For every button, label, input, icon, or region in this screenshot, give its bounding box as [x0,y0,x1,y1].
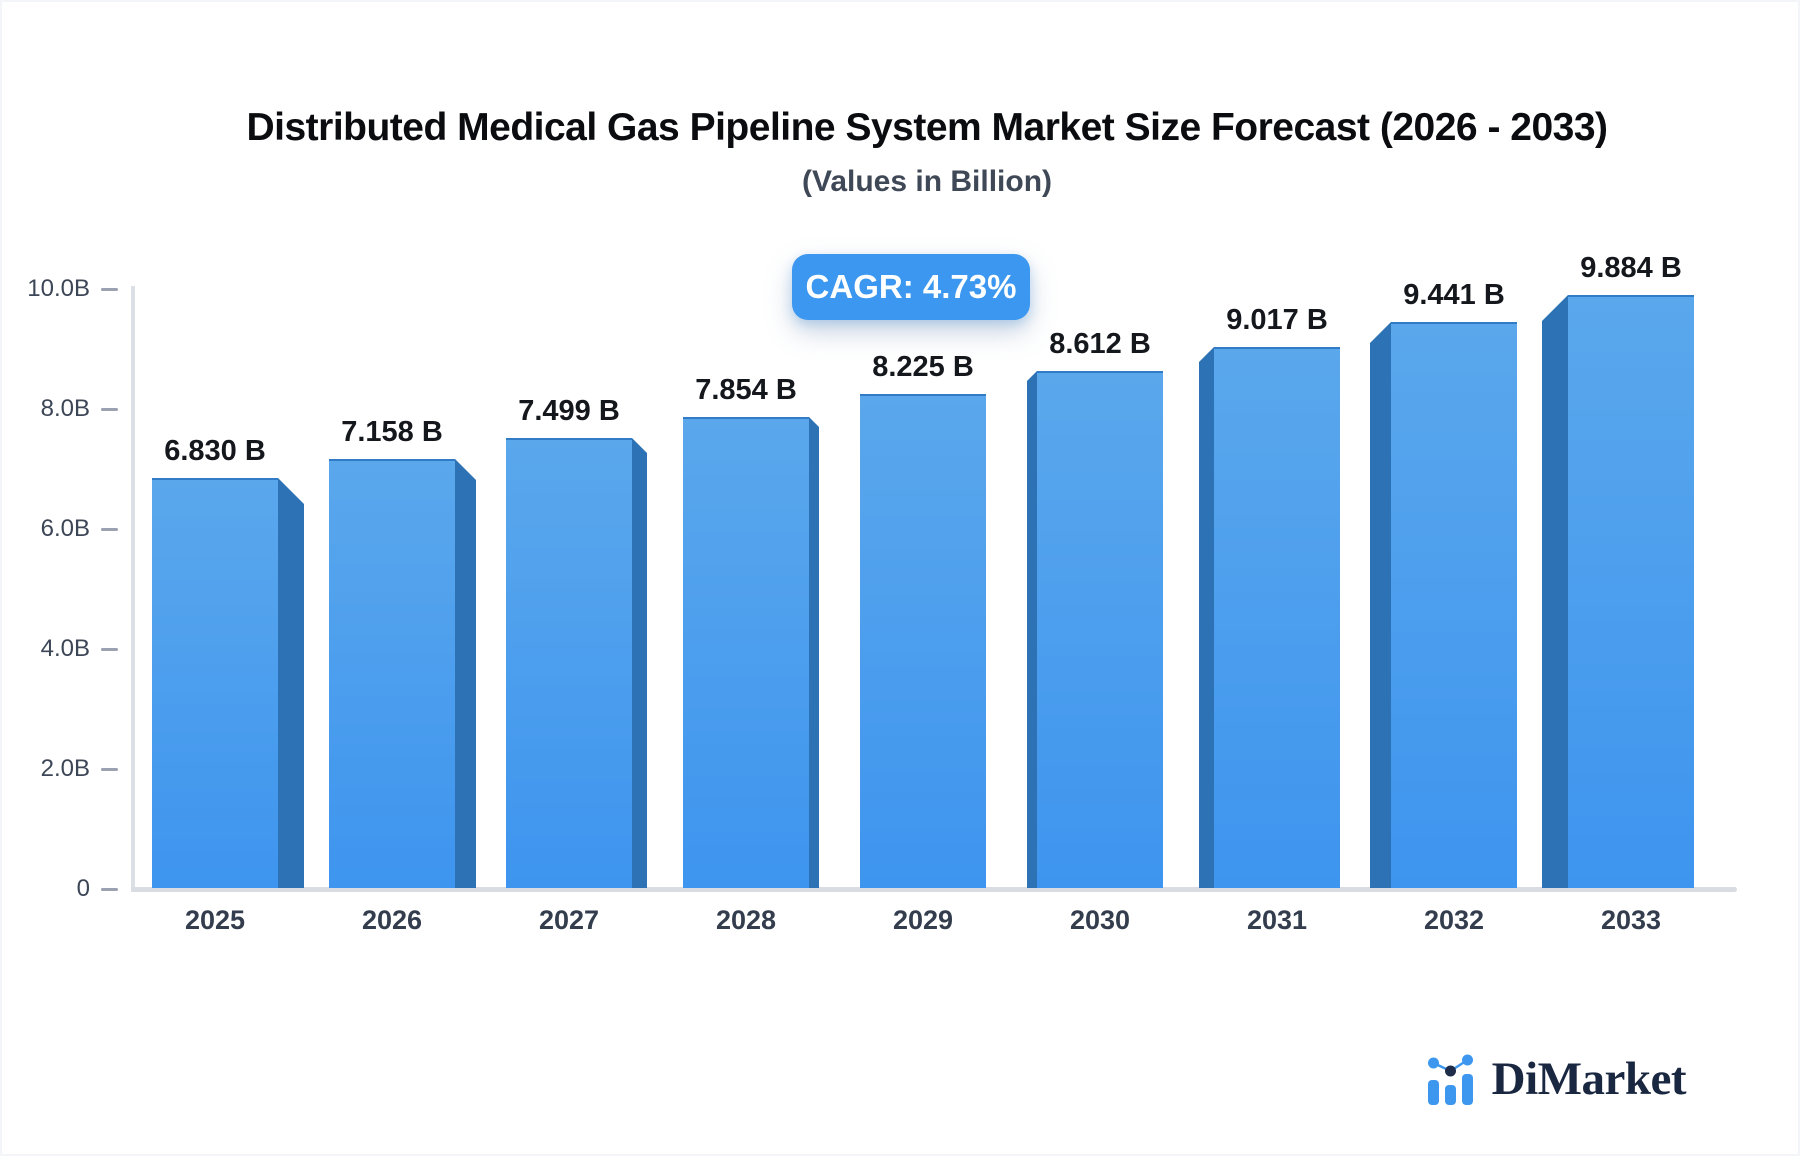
y-axis-label: 8.0B [40,395,90,422]
y-axis-tick [101,288,118,291]
bar-front-face [329,459,455,888]
bar-front-face [1214,347,1340,888]
x-axis-label-2028: 2028 [715,905,777,935]
y-axis-label: 0 [76,875,90,902]
y-axis-tick [101,408,118,411]
logo-text: DiMarket [1491,1053,1687,1105]
x-axis-label-2033: 2033 [1600,905,1662,935]
x-axis-label-2031: 2031 [1246,905,1308,935]
bar-side-face [1370,322,1391,888]
x-axis-label-2026: 2026 [361,905,423,935]
bar-value-label: 8.225 B [872,351,974,383]
bar-2027 [506,438,647,888]
mini-bar-chart-icon [1427,1054,1473,1105]
x-axis-label-2027: 2027 [538,905,600,935]
bar-2028 [683,417,819,888]
x-axis-label-2025: 2025 [184,905,246,935]
y-axis-label: 4.0B [40,635,90,662]
bar-side-face [1199,347,1214,888]
y-axis-label: 10.0B [27,275,90,302]
bar-value-label: 9.017 B [1226,304,1328,336]
bar-side-face [1027,371,1037,888]
y-axis-tick [101,888,118,891]
y-axis-label: 2.0B [40,755,90,782]
y-axis-tick [101,648,118,651]
x-axis-label-2032: 2032 [1423,905,1485,935]
bar-front-face [1391,322,1517,888]
bar-2029 [860,394,986,888]
bar-front-face [1037,371,1163,888]
bar-front-face [683,417,809,888]
chart-title: Distributed Medical Gas Pipeline System … [246,106,1608,149]
y-axis-label: 6.0B [40,515,90,542]
cagr-badge-label: CAGR: 4.73% [805,268,1017,305]
bar-front-face [860,394,986,888]
dimarket-logo: DiMarket [1427,1052,1687,1106]
bar-side-face [1542,295,1568,888]
bar-front-face [506,438,632,888]
bar-2026 [329,459,476,888]
chart-subtitle: (Values in Billion) [801,165,1053,198]
bar-side-face [278,478,304,888]
y-axis-tick [101,528,118,531]
bar-2033 [1542,295,1694,888]
bar-value-label: 6.830 B [164,435,266,467]
bar-2032 [1370,322,1517,888]
x-axis-label-2030: 2030 [1069,905,1131,935]
bar-side-face [809,417,819,888]
bar-2025 [152,478,304,888]
bar-side-face [632,438,647,888]
y-axis-tick [101,768,118,771]
cagr-badge: CAGR: 4.73% [792,254,1030,320]
y-axis-line [131,286,135,892]
bar-front-face [152,478,278,888]
bar-value-label: 7.499 B [518,395,620,427]
bar-value-label: 9.884 B [1580,252,1682,284]
bar-value-label: 9.441 B [1403,279,1505,311]
bar-2031 [1199,347,1340,888]
bar-front-face [1568,295,1694,888]
bar-value-label: 7.854 B [695,374,797,406]
bar-value-label: 8.612 B [1049,328,1151,360]
bar-2030 [1027,371,1163,888]
x-axis-line [131,887,1737,892]
bar-side-face [455,459,476,888]
x-axis-label-2029: 2029 [892,905,954,935]
bar-value-label: 7.158 B [341,416,443,448]
